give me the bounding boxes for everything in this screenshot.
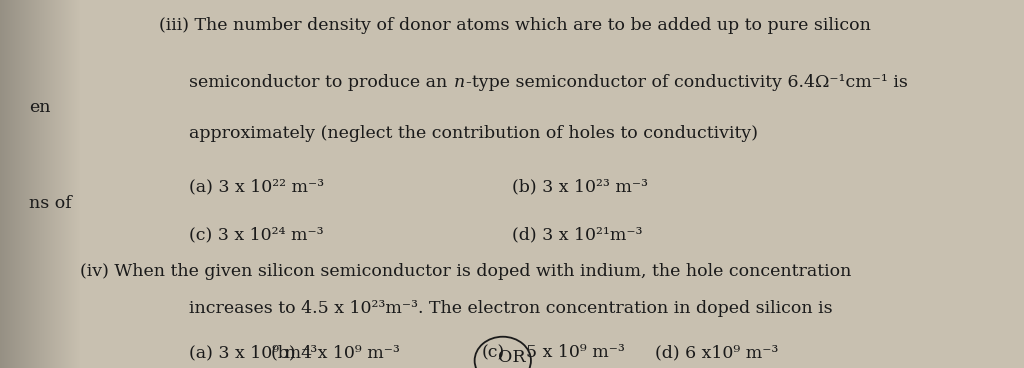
- Text: (d) 6 x10⁹ m⁻³: (d) 6 x10⁹ m⁻³: [655, 344, 778, 361]
- Text: (c): (c): [481, 344, 505, 361]
- Text: -type semiconductor of conductivity 6.4Ω⁻¹cm⁻¹ is: -type semiconductor of conductivity 6.4Ω…: [466, 74, 908, 91]
- Text: (c) 3 x 10²⁴ m⁻³: (c) 3 x 10²⁴ m⁻³: [189, 226, 324, 243]
- Text: (a) 3 x 10⁹ m⁻³: (a) 3 x 10⁹ m⁻³: [189, 344, 317, 361]
- Text: en: en: [29, 99, 50, 116]
- Text: approximately (neglect the contribution of holes to conductivity): approximately (neglect the contribution …: [189, 125, 759, 142]
- Text: (iv) When the given silicon semiconductor is doped with indium, the hole concent: (iv) When the given silicon semiconducto…: [80, 263, 851, 280]
- Text: OR: OR: [499, 349, 525, 366]
- Text: (iii) The number density of donor atoms which are to be added up to pure silicon: (iii) The number density of donor atoms …: [159, 17, 870, 33]
- Text: 5 x 10⁹ m⁻³: 5 x 10⁹ m⁻³: [526, 344, 626, 361]
- Text: increases to 4.5 x 10²³m⁻³. The electron concentration in doped silicon is: increases to 4.5 x 10²³m⁻³. The electron…: [189, 300, 834, 317]
- Text: n: n: [454, 74, 465, 91]
- Text: (b) 3 x 10²³ m⁻³: (b) 3 x 10²³ m⁻³: [512, 178, 648, 195]
- Text: ns of: ns of: [29, 195, 72, 212]
- Text: (b) 4 x 10⁹ m⁻³: (b) 4 x 10⁹ m⁻³: [271, 344, 400, 361]
- Text: (d) 3 x 10²¹m⁻³: (d) 3 x 10²¹m⁻³: [512, 226, 642, 243]
- Text: (a) 3 x 10²² m⁻³: (a) 3 x 10²² m⁻³: [189, 178, 325, 195]
- Text: semiconductor to produce an: semiconductor to produce an: [189, 74, 454, 91]
